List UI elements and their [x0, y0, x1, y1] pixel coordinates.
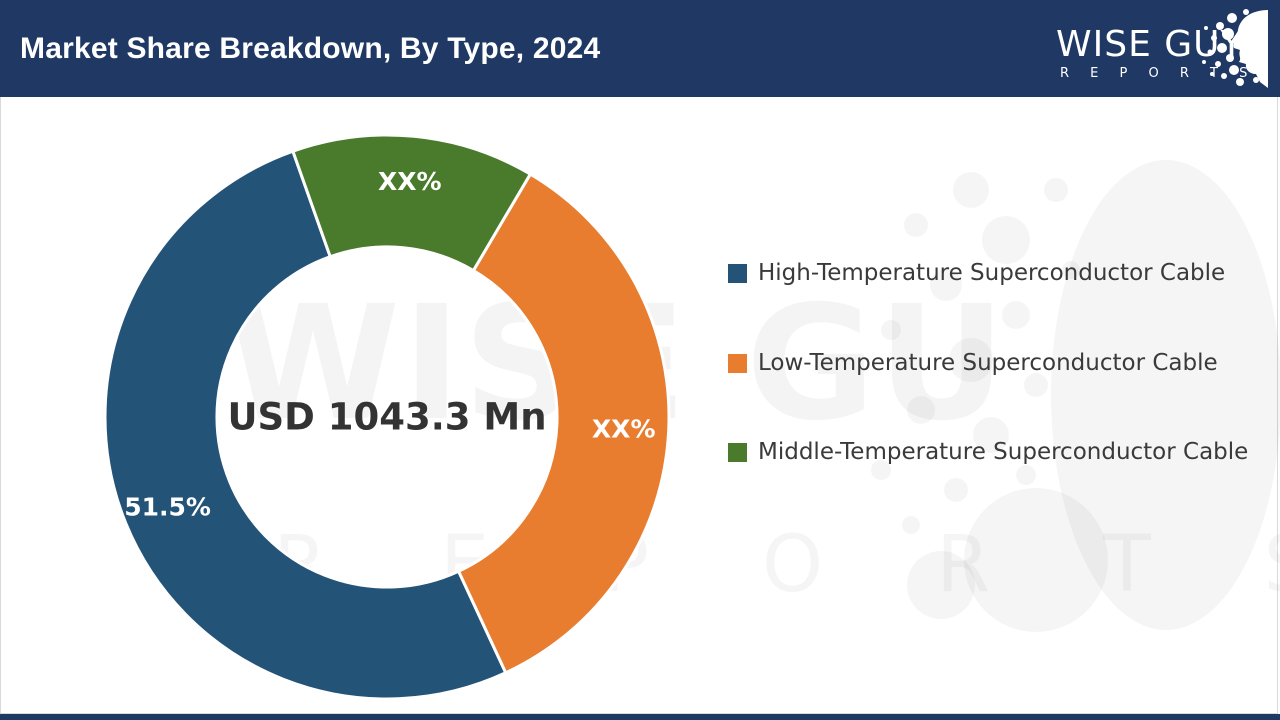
slice-label-1: XX% [592, 415, 656, 444]
donut-chart: 51.5% XX% XX% [103, 133, 671, 701]
legend-item-high-temperature: High-Temperature Superconductor Cable [728, 258, 1225, 288]
legend-item-middle-temperature: Middle-Temperature Superconductor Cable [728, 437, 1248, 467]
logo-face-icon [1202, 9, 1268, 88]
donut-segment-0 [103, 149, 508, 701]
logo-subtitle: R E P O R T S [1060, 66, 1256, 81]
legend-swatch-middle-temperature [728, 442, 747, 462]
footer-bar [0, 714, 1280, 720]
donut-center-value: USD 1043.3 Mn [227, 395, 547, 439]
page-title: Market Share Breakdown, By Type, 2024 [20, 31, 601, 65]
slice-label-0: 51.5% [124, 493, 211, 522]
donut-segment-2 [290, 133, 533, 273]
legend-swatch-low-temperature [728, 353, 747, 373]
header-bar: Market Share Breakdown, By Type, 2024 WI… [0, 0, 1280, 97]
wise-guy-reports-logo: WISE GUY R E P O R T S [1030, 6, 1268, 92]
donut-segment-1 [456, 172, 671, 675]
legend-label: Low-Temperature Superconductor Cable [758, 350, 1218, 376]
legend-item-low-temperature: Low-Temperature Superconductor Cable [728, 348, 1218, 378]
slice-label-2: XX% [378, 167, 442, 196]
legend-label: High-Temperature Superconductor Cable [758, 260, 1226, 286]
legend-label: Middle-Temperature Superconductor Cable [758, 439, 1249, 465]
logo-wordmark: WISE GUY [1056, 24, 1244, 65]
legend-swatch-high-temperature [728, 263, 747, 283]
